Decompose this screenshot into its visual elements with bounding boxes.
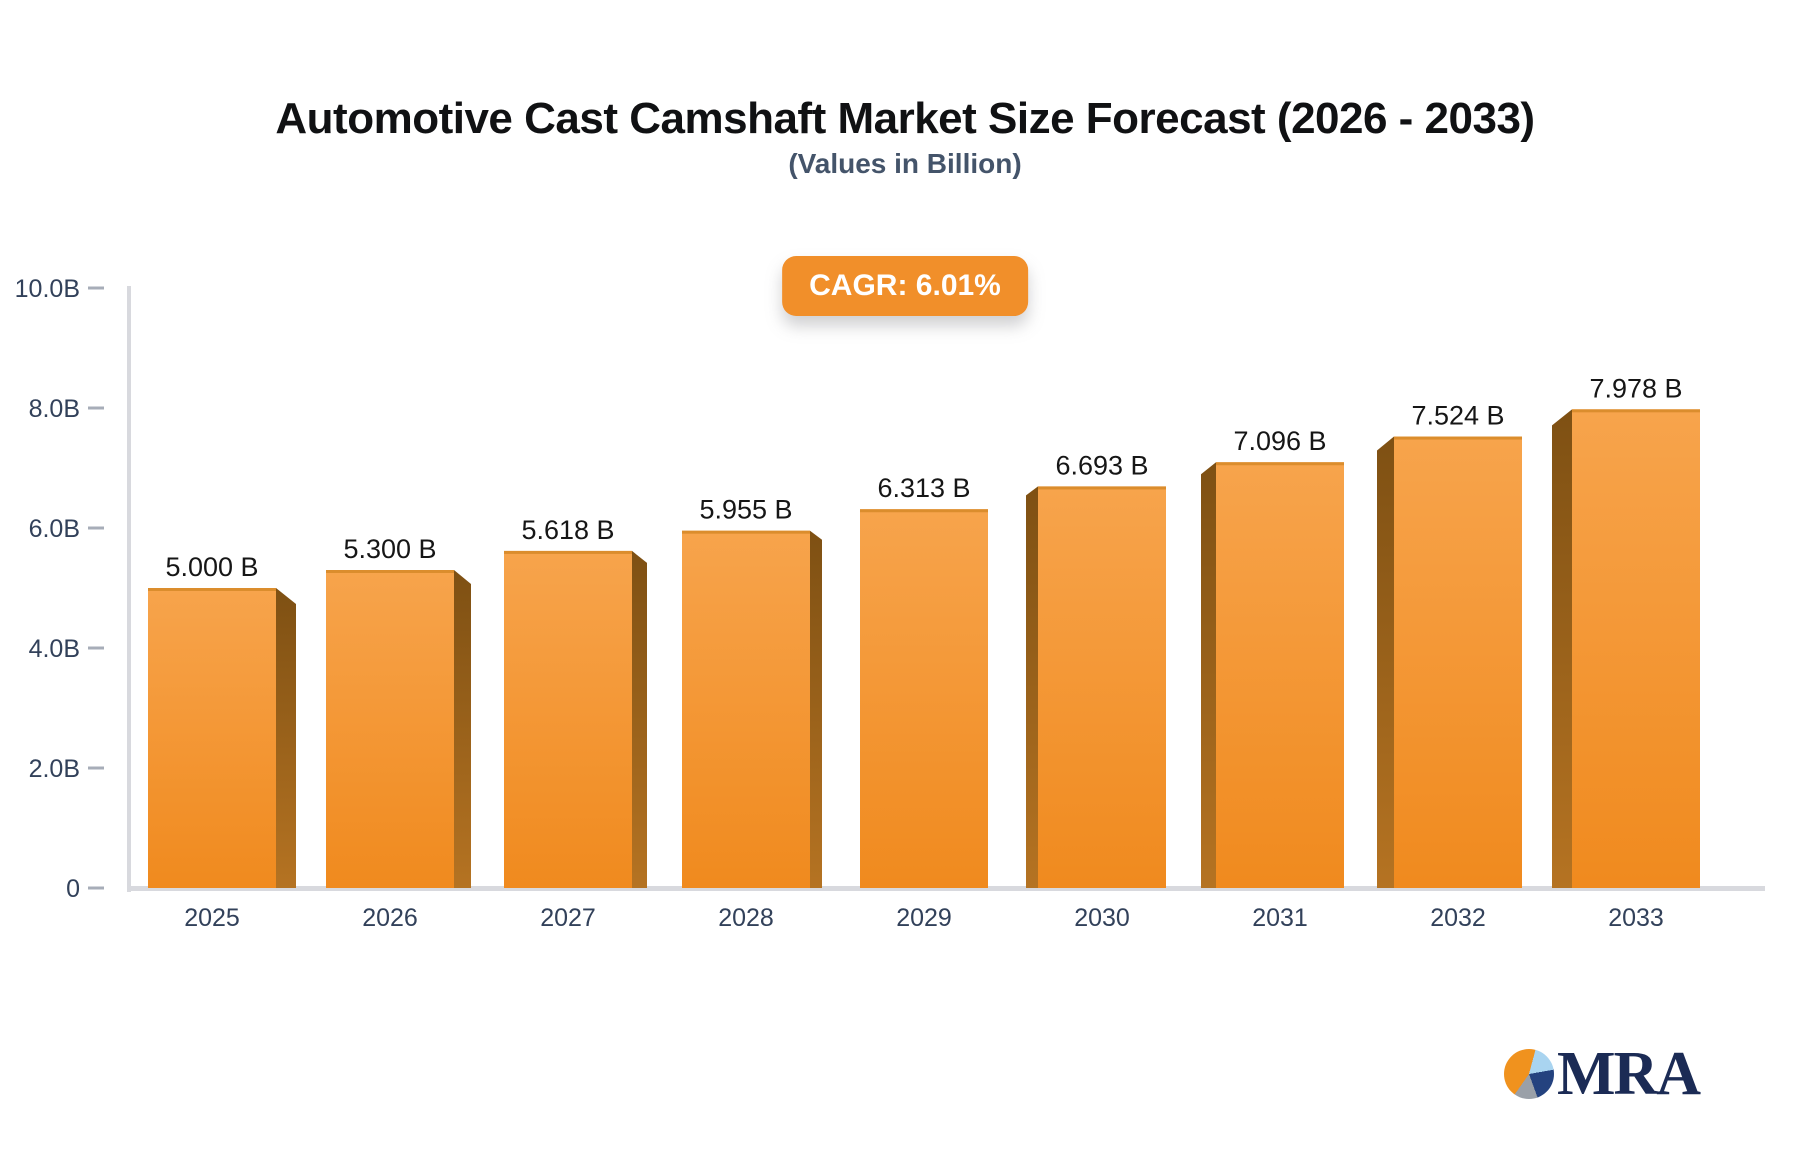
y-tick-mark: [88, 406, 104, 410]
bar-side-face: [1201, 462, 1216, 888]
brand-logo-text: MRA: [1557, 1040, 1701, 1108]
bar-top-edge: [148, 588, 276, 591]
bar-side-face: [1552, 409, 1572, 888]
y-tick-mark: [88, 886, 104, 890]
bar-side-face: [276, 588, 296, 888]
y-tick-mark: [88, 766, 104, 770]
chart-title: Automotive Cast Camshaft Market Size For…: [275, 94, 1535, 143]
bar-front-face: [148, 588, 276, 888]
x-axis-year-label: 2029: [896, 904, 952, 932]
bar-value-label: 6.313 B: [877, 473, 970, 503]
bar-side-face: [810, 530, 822, 888]
bar-top-edge: [1394, 436, 1522, 440]
bar-value-label: 5.000 B: [165, 552, 258, 582]
bar-front-face: [1038, 486, 1166, 888]
x-axis-year-label: 2033: [1608, 904, 1664, 932]
bar-2028: 5.955 B 2028: [682, 495, 822, 932]
brand-logo: MRA: [1504, 1040, 1701, 1108]
bar-front-face: [682, 530, 810, 888]
bar-2025: 5.000 B 2025: [148, 552, 296, 932]
bar-top-edge: [682, 530, 810, 534]
bar-value-label: 5.955 B: [699, 495, 792, 525]
y-tick-label: 0: [66, 875, 80, 903]
bar-2032: 7.524 B 2032: [1377, 401, 1522, 932]
x-axis-year-label: 2031: [1252, 904, 1308, 932]
bar-front-face: [1394, 436, 1522, 888]
bar-2033: 7.978 B 2033: [1552, 373, 1700, 932]
bar-front-face: [504, 550, 632, 888]
x-axis-line: [127, 886, 1765, 891]
pie-chart-icon: [1504, 1049, 1554, 1099]
x-axis-year-label: 2027: [540, 904, 596, 932]
cagr-badge: CAGR: 6.01%: [782, 256, 1028, 316]
y-tick-label: 10.0B: [15, 275, 80, 303]
y-tick-mark: [88, 526, 104, 530]
bar-value-label: 6.693 B: [1055, 450, 1148, 480]
y-tick-label: 2.0B: [29, 755, 80, 783]
bar-value-label: 5.300 B: [343, 534, 436, 564]
x-axis-year-label: 2028: [718, 904, 774, 932]
bar-side-face: [1377, 436, 1394, 888]
bar-value-label: 7.096 B: [1233, 426, 1326, 456]
x-axis-year-label: 2030: [1074, 904, 1130, 932]
bar-front-face: [1216, 462, 1344, 888]
bar-side-face: [1026, 486, 1038, 888]
bar-value-label: 5.618 B: [521, 515, 614, 545]
y-tick-label: 4.0B: [29, 635, 80, 663]
bar-value-label: 7.524 B: [1411, 401, 1504, 431]
bar-2029: 6.313 B 2029: [860, 473, 988, 932]
chart-subtitle: (Values in Billion): [788, 148, 1022, 179]
bar-top-edge: [860, 509, 988, 513]
bar-front-face: [326, 570, 454, 888]
y-axis-line: [127, 286, 131, 892]
bar-side-face: [454, 570, 471, 888]
x-axis-year-label: 2025: [184, 904, 240, 932]
bar-2027: 5.618 B 2027: [504, 515, 647, 932]
bar-top-edge: [1216, 462, 1344, 466]
bar-top-edge: [326, 570, 454, 573]
y-tick-mark: [88, 646, 104, 650]
x-axis-year-label: 2026: [362, 904, 418, 932]
y-tick-label: 6.0B: [29, 515, 80, 543]
bar-side-face: [632, 550, 647, 888]
bar-front-face: [1572, 409, 1700, 888]
bar-front-face: [860, 509, 988, 888]
bar-2030: 6.693 B 2030: [1026, 450, 1166, 932]
bar-top-edge: [1038, 486, 1166, 490]
x-axis-year-label: 2032: [1430, 904, 1486, 932]
bar-value-label: 7.978 B: [1589, 373, 1682, 403]
bar-top-edge: [1572, 409, 1700, 413]
y-tick-mark: [88, 286, 104, 290]
bar-2031: 7.096 B 2031: [1201, 426, 1344, 932]
bar-2026: 5.300 B 2026: [326, 534, 471, 932]
y-tick-label: 8.0B: [29, 395, 80, 423]
bar-top-edge: [504, 550, 632, 554]
